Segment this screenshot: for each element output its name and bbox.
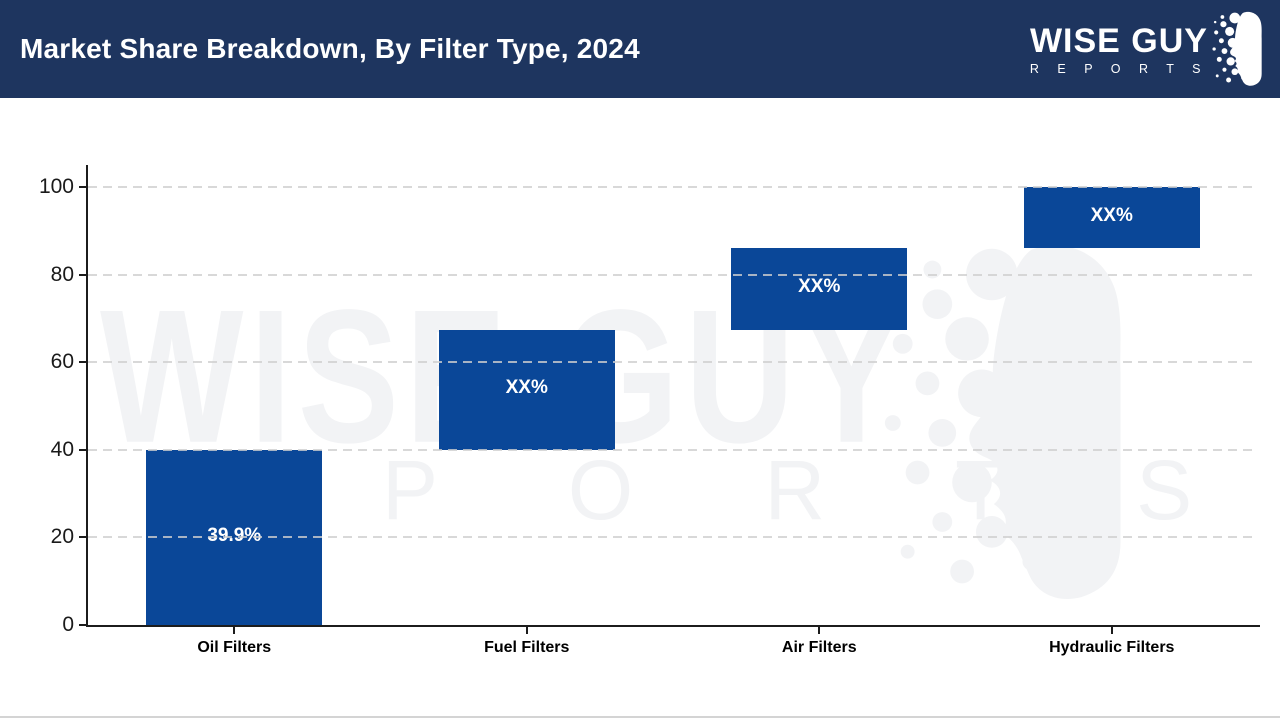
logo-wordmark: WISE GUY	[1029, 21, 1208, 60]
x-tick-mark-air-filters	[818, 627, 821, 634]
y-tick-label-40: 40	[50, 437, 74, 461]
bar-value-label-fuel-filters: XX%	[505, 376, 548, 398]
y-axis	[86, 165, 88, 627]
x-tick-label-hydraulic-filters: Hydraulic Filters	[1049, 639, 1175, 656]
y-tick-label-60: 60	[50, 350, 74, 374]
header-bar: Market Share Breakdown, By Filter Type, …	[0, 0, 1280, 98]
gridline-40	[88, 448, 1258, 451]
watermark-head-icon	[884, 245, 1121, 599]
x-tick-mark-fuel-filters	[525, 627, 528, 634]
gridline-20	[88, 536, 1258, 539]
bar-value-label-hydraulic-filters: XX%	[1090, 204, 1133, 226]
y-tick-label-0: 0	[62, 613, 74, 636]
x-tick-label-fuel-filters: Fuel Filters	[484, 639, 570, 656]
bar-value-label-air-filters: XX%	[798, 275, 841, 297]
x-axis	[86, 625, 1260, 627]
chart-canvas: WISE GUY P O R T S 0 20 40 60 80 100 Oil Filte…	[0, 98, 1280, 716]
x-tick-mark-hydraulic-filters	[1110, 627, 1113, 634]
logo-text: WISE GUY R E P O R T S	[1030, 23, 1208, 76]
logo-subtitle: R E P O R T S	[1029, 61, 1208, 76]
wise-guy-head-icon	[1212, 11, 1262, 86]
gridline-60	[88, 361, 1258, 364]
x-tick-label-oil-filters: Oil Filters	[197, 639, 272, 656]
y-tick-mark-60	[79, 361, 87, 364]
y-tick-label-20: 20	[50, 525, 74, 549]
bar-hydraulic-filters: XX%	[1023, 186, 1200, 249]
y-tick-mark-80	[79, 273, 87, 276]
bar-air-filters: XX%	[731, 248, 908, 330]
gridline-80	[88, 273, 1258, 276]
y-tick-mark-40	[79, 448, 87, 451]
y-tick-mark-20	[79, 536, 87, 539]
x-tick-label-air-filters: Air Filters	[781, 639, 857, 656]
bar-value-label-oil-filters: 39.9%	[207, 524, 262, 546]
x-tick-mark-oil-filters	[233, 627, 236, 634]
y-tick-label-100: 100	[38, 174, 74, 198]
y-tick-label-80: 80	[50, 262, 74, 286]
bar-fuel-filters: XX%	[438, 329, 615, 451]
page-title: Market Share Breakdown, By Filter Type, …	[20, 33, 640, 64]
bottom-border	[0, 716, 1280, 718]
y-tick-mark-100	[79, 185, 87, 188]
gridline-100	[88, 185, 1258, 188]
y-tick-mark-0	[79, 624, 87, 626]
wise-guy-logo: WISE GUY R E P O R T S	[1030, 0, 1272, 98]
